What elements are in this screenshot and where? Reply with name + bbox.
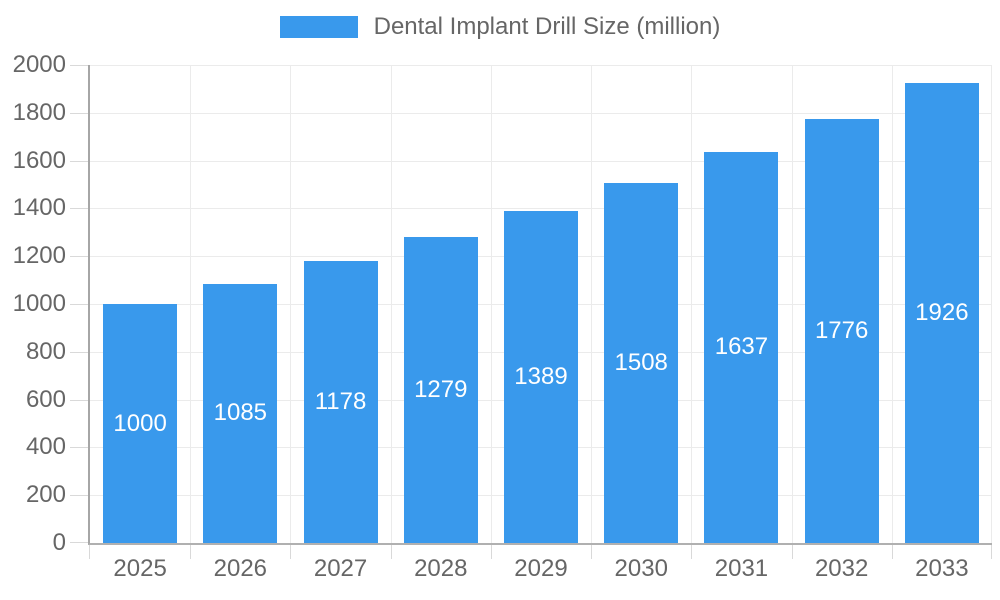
y-axis-tick bbox=[70, 112, 88, 114]
bar-value-label: 1178 bbox=[314, 388, 367, 416]
bar[interactable]: 1178 bbox=[303, 261, 378, 543]
plot-area: 0 200 400 600 800 1000 1200 1400 1600 1800 2000 100… bbox=[13, 53, 992, 581]
y-tick-label: 0 bbox=[52, 529, 66, 556]
x-tick-label: 2025 bbox=[113, 555, 167, 582]
x-tick-label: 2030 bbox=[614, 555, 668, 582]
y-tick-label: 1200 bbox=[12, 242, 66, 270]
bar-value-label: 1000 bbox=[113, 409, 167, 437]
bar-value-label: 1389 bbox=[514, 363, 568, 391]
x-grid-line bbox=[390, 65, 392, 543]
x-grid-line bbox=[991, 65, 992, 543]
x-axis-tick bbox=[490, 545, 492, 559]
y-axis-tick bbox=[70, 495, 88, 497]
x-grid-line bbox=[891, 65, 893, 543]
bar[interactable]: 1279 bbox=[403, 237, 478, 543]
y-grid-line bbox=[90, 65, 992, 66]
bar[interactable]: 1926 bbox=[904, 82, 979, 543]
x-grid-line bbox=[591, 65, 593, 543]
bar-value-label: 1637 bbox=[714, 333, 769, 361]
y-tick-label: 1600 bbox=[12, 146, 66, 174]
x-axis-tick bbox=[190, 545, 192, 559]
x-axis-tick bbox=[691, 545, 693, 559]
bar[interactable]: 1508 bbox=[604, 182, 679, 543]
x-axis-tick bbox=[390, 545, 392, 559]
bar[interactable]: 1389 bbox=[504, 211, 578, 543]
legend-item[interactable]: Dental Implant Drill Size (million) bbox=[279, 13, 721, 41]
x-tick-label: 2028 bbox=[414, 555, 468, 582]
x-axis-tick bbox=[290, 545, 292, 559]
bar[interactable]: 1000 bbox=[103, 304, 178, 543]
x-grid-line bbox=[190, 65, 192, 543]
x-axis-tick bbox=[991, 545, 992, 559]
y-axis-tick bbox=[70, 447, 88, 449]
bar-value-label: 1776 bbox=[814, 316, 869, 344]
y-grid-line bbox=[90, 112, 992, 114]
bar-value-label: 1279 bbox=[414, 376, 468, 404]
y-tick-label: 800 bbox=[25, 337, 66, 365]
x-grid-line bbox=[490, 65, 492, 543]
x-grid-line bbox=[290, 65, 292, 543]
bar[interactable]: 1637 bbox=[704, 151, 779, 543]
y-axis-tick bbox=[70, 256, 88, 258]
legend-swatch bbox=[279, 16, 358, 38]
y-axis-tick bbox=[70, 208, 88, 210]
x-axis-tick bbox=[791, 545, 793, 559]
y-tick-label: 1000 bbox=[12, 290, 66, 317]
y-axis-tick bbox=[70, 351, 88, 353]
y-tick-label: 200 bbox=[25, 481, 66, 509]
x-grid-line bbox=[691, 65, 693, 543]
x-grid-line bbox=[791, 65, 793, 543]
y-axis-tick bbox=[70, 304, 88, 305]
bar-value-label: 1508 bbox=[614, 348, 668, 376]
bar[interactable]: 1085 bbox=[203, 283, 278, 543]
y-grid-line bbox=[90, 160, 992, 162]
y-axis-tick bbox=[70, 160, 88, 162]
x-axis-tick bbox=[591, 545, 593, 559]
y-tick-label: 400 bbox=[25, 433, 66, 461]
bar-value-label: 1926 bbox=[915, 298, 969, 326]
x-tick-label: 2029 bbox=[514, 555, 568, 582]
legend-label: Dental Implant Drill Size (million) bbox=[373, 13, 721, 40]
y-tick-label: 600 bbox=[25, 385, 66, 413]
x-tick-label: 2032 bbox=[814, 555, 869, 582]
y-axis-tick bbox=[70, 399, 88, 401]
chart-legend: Dental Implant Drill Size (million) bbox=[0, 13, 1000, 41]
y-tick-label: 1400 bbox=[12, 194, 66, 222]
x-tick-label: 2031 bbox=[714, 555, 769, 582]
x-axis-tick bbox=[891, 545, 893, 559]
y-axis-tick bbox=[70, 65, 88, 66]
bar-value-label: 1085 bbox=[213, 399, 268, 427]
x-tick-label: 2033 bbox=[915, 555, 969, 582]
y-grid-line bbox=[90, 208, 992, 210]
x-axis-tick bbox=[89, 545, 90, 559]
y-tick-label: 2000 bbox=[12, 51, 66, 78]
y-tick-label: 1800 bbox=[12, 98, 66, 126]
y-axis-tick bbox=[70, 542, 88, 543]
x-tick-label: 2027 bbox=[313, 555, 368, 582]
x-tick-label: 2026 bbox=[213, 555, 268, 582]
bar[interactable]: 1776 bbox=[804, 118, 879, 543]
